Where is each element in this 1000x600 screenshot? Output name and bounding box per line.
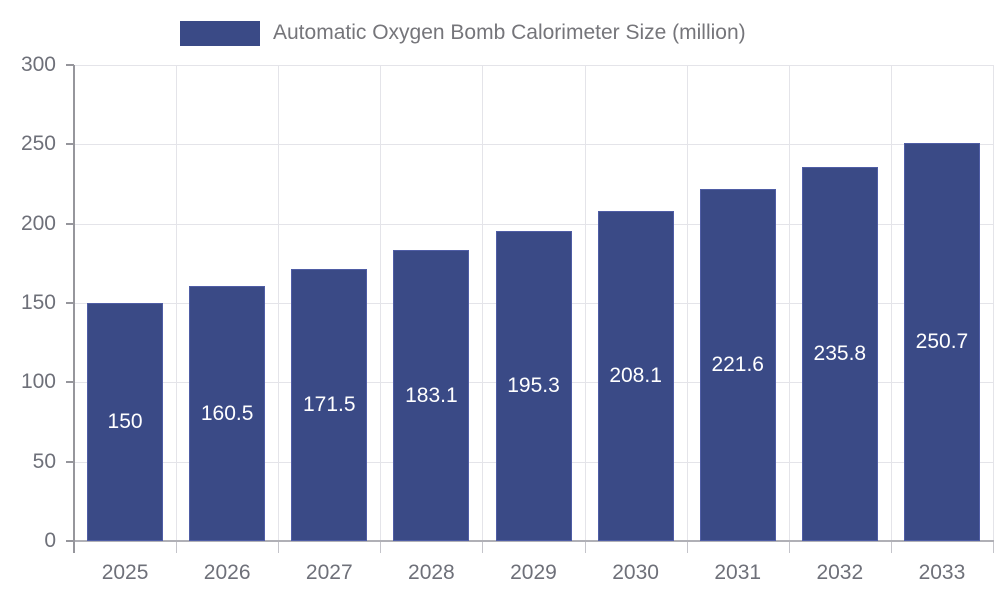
- y-axis-label: 50: [32, 449, 56, 473]
- gridline-vertical: [788, 65, 790, 541]
- legend[interactable]: Automatic Oxygen Bomb Calorimeter Size (…: [180, 17, 746, 49]
- bar-2031[interactable]: 221.6: [699, 189, 776, 541]
- y-axis-tick: [66, 540, 74, 542]
- gridline-vertical: [278, 65, 280, 541]
- legend-swatch-icon: [180, 20, 260, 46]
- x-axis-tick: [380, 542, 382, 553]
- y-axis-tick: [66, 460, 74, 463]
- bar-2026[interactable]: 160.5: [189, 286, 266, 541]
- gridline-horizontal: [74, 144, 993, 146]
- y-axis-label: 150: [20, 291, 56, 314]
- x-axis-tick: [686, 542, 688, 553]
- gridline-vertical: [176, 65, 178, 541]
- y-axis-tick: [66, 143, 74, 146]
- bar-value-label: 235.8: [813, 341, 867, 365]
- bar-2025[interactable]: 150: [87, 303, 164, 541]
- x-axis-tick: [482, 542, 484, 553]
- y-axis-label: 250: [20, 132, 56, 156]
- y-axis-label: 300: [20, 53, 56, 76]
- y-axis-line: [73, 65, 75, 553]
- bar-2030[interactable]: 208.1: [597, 210, 674, 541]
- gridline-vertical: [890, 65, 892, 541]
- gridline-vertical: [482, 65, 484, 541]
- y-axis-tick: [66, 302, 74, 304]
- y-axis-label: 100: [20, 370, 56, 394]
- bar-value-label: 150: [107, 410, 143, 433]
- gridline-horizontal: [74, 223, 993, 225]
- bar-value-label: 250.7: [915, 330, 969, 354]
- x-axis-label: 2029: [510, 561, 557, 584]
- bar-value-label: 183.1: [405, 383, 458, 407]
- x-axis-tick: [176, 542, 178, 553]
- x-axis-label: 2028: [408, 561, 455, 584]
- x-axis-label: 2030: [612, 561, 659, 584]
- bar-value-label: 171.5: [302, 392, 356, 416]
- x-axis-tick: [584, 542, 586, 553]
- x-axis-label: 2026: [203, 561, 251, 584]
- bar-2032[interactable]: 235.8: [801, 166, 878, 541]
- x-axis-label: 2033: [918, 561, 966, 584]
- bar-2028[interactable]: 183.1: [393, 250, 470, 541]
- x-axis-line: [74, 540, 994, 542]
- bar-value-label: 208.1: [609, 363, 662, 387]
- bar-2027[interactable]: 171.5: [291, 268, 368, 541]
- y-axis-tick: [66, 64, 74, 66]
- legend-label: Automatic Oxygen Bomb Calorimeter Size (…: [273, 21, 746, 44]
- gridline-vertical: [993, 65, 994, 541]
- y-axis-label: 200: [20, 211, 56, 235]
- x-axis-label: 2027: [305, 561, 353, 584]
- y-axis-tick: [66, 222, 74, 225]
- gridline-vertical: [584, 65, 586, 541]
- gridline-horizontal: [74, 65, 993, 66]
- x-axis-tick: [788, 542, 790, 553]
- y-axis-label: 0: [44, 529, 56, 552]
- bar-2033[interactable]: 250.7: [903, 143, 980, 541]
- bar-2029[interactable]: 195.3: [495, 231, 572, 541]
- x-axis-label: 2032: [816, 561, 864, 584]
- bar-value-label: 221.6: [711, 353, 764, 377]
- bar-value-label: 160.5: [200, 401, 254, 425]
- x-axis-tick: [890, 542, 892, 553]
- x-axis-tick: [993, 542, 994, 553]
- x-axis-label: 2025: [101, 561, 149, 584]
- gridline-vertical: [686, 65, 688, 541]
- x-axis-tick: [278, 542, 280, 553]
- gridline-vertical: [380, 65, 382, 541]
- y-axis-tick: [66, 381, 74, 384]
- bar-value-label: 195.3: [507, 374, 560, 398]
- x-axis-label: 2031: [714, 561, 762, 584]
